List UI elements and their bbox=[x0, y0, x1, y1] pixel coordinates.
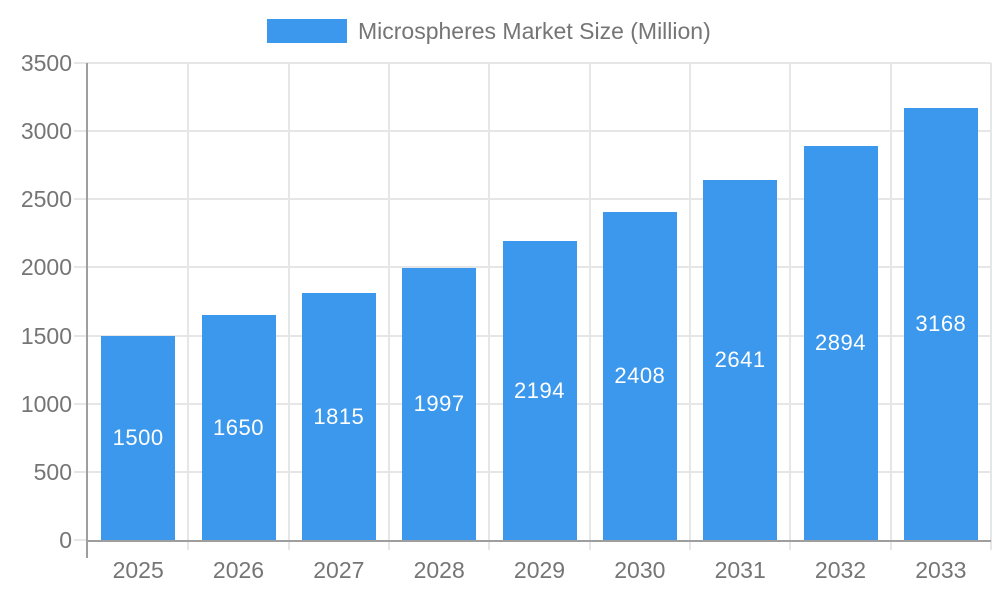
y-gridline bbox=[74, 130, 991, 133]
y-axis-label: 1000 bbox=[20, 390, 72, 417]
x-gridline bbox=[889, 63, 892, 550]
bar-value-label: 3168 bbox=[915, 311, 967, 336]
x-axis-label: 2028 bbox=[413, 557, 465, 583]
y-axis-label: 0 bbox=[59, 527, 72, 553]
bar-value-label: 2408 bbox=[614, 363, 666, 388]
bar-value-label: 2194 bbox=[514, 377, 565, 403]
bar-2029[interactable]: 2194 bbox=[502, 241, 577, 540]
x-gridline bbox=[689, 63, 691, 550]
x-axis-label: 2025 bbox=[112, 557, 164, 583]
legend-swatch bbox=[267, 19, 347, 43]
bar-2031[interactable]: 2641 bbox=[703, 180, 778, 540]
legend-item[interactable]: Microspheres Market Size (Million) bbox=[267, 19, 711, 43]
bar-2032[interactable]: 2894 bbox=[803, 146, 878, 540]
x-gridline bbox=[789, 63, 792, 550]
bar-value-label: 1650 bbox=[213, 414, 264, 440]
x-axis-label: 2033 bbox=[915, 557, 967, 583]
x-gridline bbox=[588, 63, 591, 550]
y-axis-label: 3500 bbox=[20, 50, 72, 76]
x-axis-label: 2031 bbox=[714, 557, 766, 583]
bar-value-label: 2641 bbox=[714, 347, 766, 372]
y-axis-label: 1500 bbox=[20, 322, 72, 349]
bar-value-label: 1997 bbox=[413, 391, 465, 416]
bar-value-label: 2894 bbox=[815, 330, 866, 355]
x-axis-label: 2026 bbox=[212, 557, 265, 583]
bar-2030[interactable]: 2408 bbox=[602, 212, 677, 540]
y-axis-line bbox=[86, 63, 88, 558]
legend-label: Microspheres Market Size (Million) bbox=[358, 18, 711, 44]
x-gridline bbox=[187, 63, 190, 550]
bar-2027[interactable]: 1815 bbox=[301, 293, 376, 540]
x-gridline bbox=[287, 63, 290, 550]
x-gridline bbox=[488, 63, 491, 550]
bar-value-label: 1815 bbox=[313, 403, 365, 429]
y-axis-tick bbox=[74, 539, 86, 541]
y-axis-label: 3000 bbox=[20, 118, 72, 145]
x-gridline bbox=[990, 63, 992, 550]
x-axis-label: 2027 bbox=[313, 557, 365, 583]
x-axis-line bbox=[86, 540, 991, 542]
x-gridline bbox=[388, 63, 390, 550]
y-axis-label: 2500 bbox=[20, 186, 72, 213]
bar-2033[interactable]: 3168 bbox=[903, 108, 978, 540]
x-axis-label: 2032 bbox=[814, 557, 867, 583]
bar-value-label: 1500 bbox=[112, 425, 164, 450]
y-gridline bbox=[74, 62, 991, 64]
bar-2028[interactable]: 1997 bbox=[402, 268, 477, 540]
y-axis-label: 2000 bbox=[20, 254, 72, 281]
x-axis-label: 2029 bbox=[513, 557, 566, 583]
plot-area: 1500 1650 1815 1997 2194 2408 2641 2894 3168 bbox=[74, 62, 992, 558]
x-axis-label: 2030 bbox=[614, 557, 666, 583]
bar-2026[interactable]: 1650 bbox=[201, 315, 276, 540]
y-axis-label: 500 bbox=[33, 458, 72, 485]
bar-2025[interactable]: 1500 bbox=[101, 336, 176, 540]
